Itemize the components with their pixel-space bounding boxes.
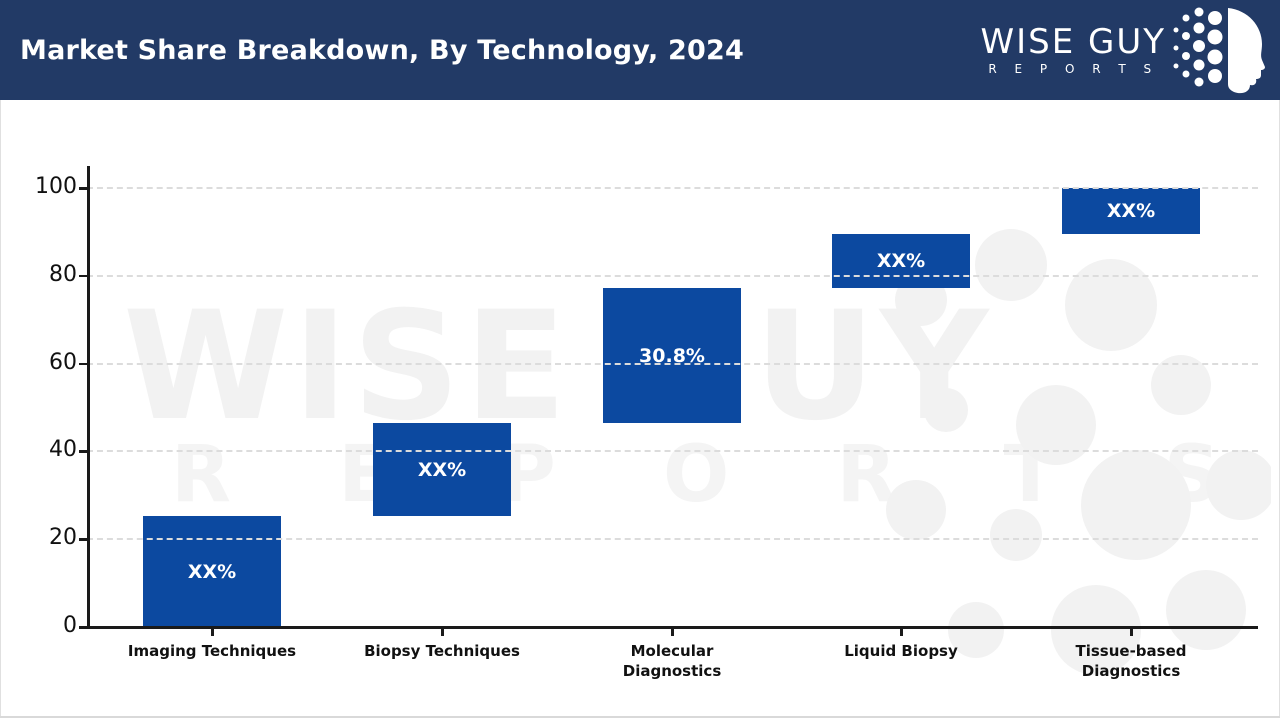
y-axis-tick [79,187,87,190]
category-label-line: Liquid Biopsy [844,642,958,660]
y-axis-tick-label: 100 [35,174,77,199]
gridline [87,274,1258,277]
gridline [87,538,1258,541]
y-axis-tick [79,538,87,541]
y-axis-spine [87,166,90,629]
plot: 0 20 40 60 80 100 XX% XX% 30.8% XX% XX% Imaging Tec… [1,100,1280,720]
category-label-line: Molecular [630,642,714,660]
y-axis-tick-label: 20 [49,525,77,551]
bottom-border [0,716,1280,718]
logo-text: WISE GUY R E P O R T S [980,24,1166,76]
y-axis-tick [79,626,87,629]
logo: WISE GUY R E P O R T S [980,4,1280,96]
category-label-line: Diagnostics [622,662,722,680]
watermark-wordmark: WISE GUY [123,280,993,454]
logo-subtext: R E P O R T S [988,62,1159,76]
category-label-line: Biopsy Techniques [364,642,520,660]
bar-value-label: XX% [876,249,926,272]
x-axis-tick [441,629,444,636]
x-axis-category-label: Molecular Diagnostics [557,641,787,681]
x-axis-tick [1130,629,1133,636]
bar-value-label: XX% [1106,199,1156,222]
x-axis-category-label: Biopsy Techniques [327,641,557,661]
x-axis-tick [900,629,903,636]
y-axis-tick-label: 60 [49,349,77,375]
gridline [87,362,1258,365]
x-axis-category-label: Liquid Biopsy [786,641,1016,661]
bar-4: XX% [832,233,970,289]
y-axis-tick-label: 80 [49,261,77,287]
category-label-line: Tissue-based [1075,642,1187,660]
y-axis-tick-label: 0 [63,613,77,638]
chart-title: Market Share Breakdown, By Technology, 2… [20,34,745,66]
logo-wordmark: WISE GUY [980,22,1166,62]
gridline [87,450,1258,453]
y-axis-tick-label: 40 [49,437,77,463]
category-label-line: Diagnostics [1081,662,1181,680]
bar-1: XX% [143,516,281,627]
chart-area: WISE GUY R E P O R T S 0 20 40 60 80 100 XX% XX… [0,100,1280,717]
x-axis-category-label: Tissue-based Diagnostics [1016,641,1246,681]
bar-3: 30.8% [603,288,741,424]
y-axis-tick [79,450,87,453]
bar-5: XX% [1062,188,1200,234]
category-label-line: Imaging Techniques [127,642,297,660]
bar-value-label: XX% [417,458,467,481]
gridline [87,187,1258,189]
y-axis-tick [79,362,87,366]
y-axis-tick [79,274,87,278]
x-axis-tick [671,629,674,636]
watermark-head-icon [886,229,1271,675]
bar-value-label: XX% [187,560,237,583]
bar-2: XX% [373,423,511,517]
header: Market Share Breakdown, By Technology, 2… [0,0,1280,100]
bar-value-label: 30.8% [639,344,705,367]
logo-head-icon [1173,7,1265,94]
x-axis-category-label: Imaging Techniques [97,641,327,661]
x-axis-tick [211,629,214,636]
x-axis-spine [86,626,1258,629]
